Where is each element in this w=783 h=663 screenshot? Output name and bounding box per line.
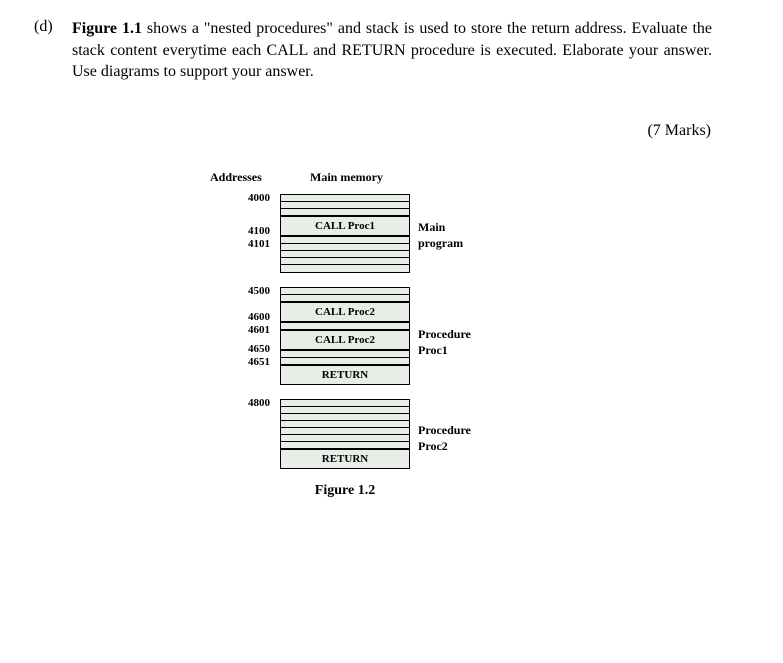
proc2-block: 4800 Procedure Proc2 RETURN (200, 399, 580, 469)
question-area: (d) Figure 1.1 shows a "nested procedure… (72, 18, 712, 83)
mem-line (281, 265, 409, 272)
question-body: shows a "nested procedures" and stack is… (72, 20, 712, 80)
proc1-block: 4500 4600 4601 4650 4651 Procedure Proc1… (200, 287, 580, 385)
main-memory-box: CALL Proc1 (280, 194, 410, 273)
mem-line (281, 258, 409, 265)
addr-4650: 4650 (200, 343, 270, 355)
mem-line (281, 421, 409, 428)
call-proc2-row-1: CALL Proc2 (281, 303, 409, 322)
mem-line (281, 288, 409, 295)
addr-4600: 4600 (200, 311, 270, 323)
mem-line (281, 244, 409, 251)
call-proc1-row: CALL Proc1 (281, 217, 409, 236)
proc2-memory-box: RETURN (280, 399, 410, 469)
addr-4800: 4800 (200, 397, 270, 409)
call-proc2-row-2: CALL Proc2 (281, 331, 409, 350)
figure-ref: Figure 1.1 (72, 20, 142, 37)
addr-4651: 4651 (200, 356, 270, 368)
question-text: Figure 1.1 shows a "nested procedures" a… (72, 18, 712, 83)
mem-line (281, 195, 409, 202)
header-addresses: Addresses (210, 170, 262, 185)
main-program-block: 4000 4100 4101 Main program CALL Proc1 (200, 194, 580, 273)
mem-line (281, 435, 409, 442)
mem-line (281, 295, 409, 302)
mem-line (281, 407, 409, 414)
mem-line (281, 209, 409, 216)
mem-line (281, 414, 409, 421)
addr-4601: 4601 (200, 324, 270, 336)
figure-caption: Figure 1.2 (280, 483, 410, 499)
proc1-memory-box: CALL Proc2 CALL Proc2 RETURN (280, 287, 410, 385)
column-headers: Addresses Main memory (200, 170, 580, 190)
mem-line (281, 323, 409, 330)
proc2-label: Procedure Proc2 (418, 423, 471, 454)
mem-line (281, 251, 409, 258)
return-row-proc1: RETURN (281, 366, 409, 384)
marks-label: (7 Marks) (647, 122, 711, 140)
mem-line (281, 358, 409, 365)
mem-line (281, 442, 409, 449)
addr-4000: 4000 (200, 192, 270, 204)
mem-line (281, 351, 409, 358)
header-memory: Main memory (310, 170, 383, 185)
mem-line (281, 202, 409, 209)
proc1-label: Procedure Proc1 (418, 327, 471, 358)
main-program-label: Main program (418, 220, 463, 251)
memory-diagram: Addresses Main memory 4000 4100 4101 Mai… (200, 170, 580, 499)
mem-line (281, 237, 409, 244)
return-row-proc2: RETURN (281, 450, 409, 468)
addr-4100: 4100 (200, 225, 270, 237)
addr-4101: 4101 (200, 238, 270, 250)
mem-line (281, 400, 409, 407)
mem-line (281, 428, 409, 435)
question-label: (d) (34, 18, 53, 36)
addr-4500: 4500 (200, 285, 270, 297)
